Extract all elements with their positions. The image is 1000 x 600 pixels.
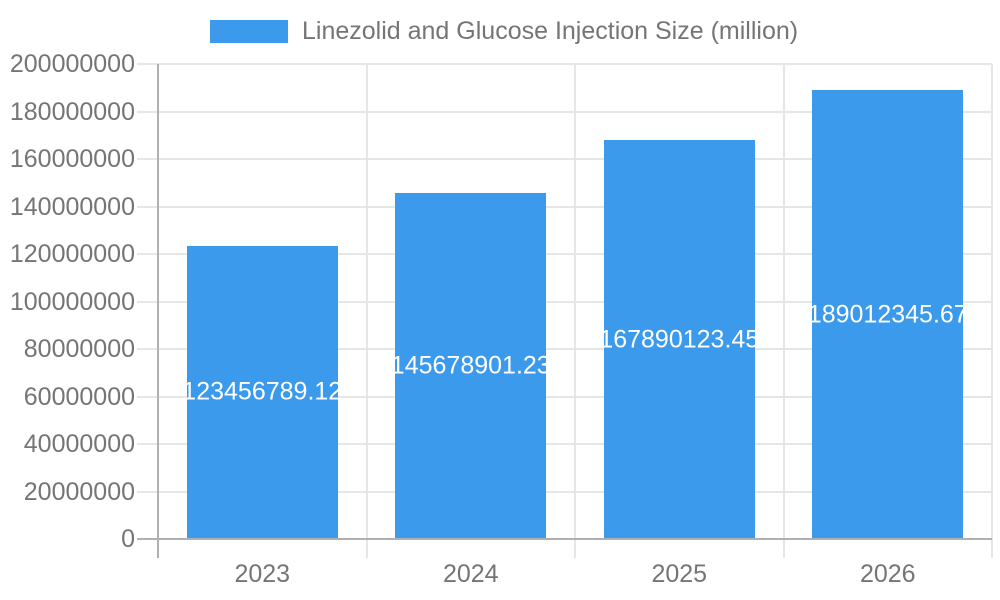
legend-swatch	[210, 20, 288, 43]
y-axis-tick-label: 140000000	[9, 192, 135, 221]
x-axis-tick-label: 2025	[651, 560, 708, 588]
y-axis-tick-label: 40000000	[23, 430, 135, 458]
h-gridline	[137, 158, 992, 160]
y-axis-tick-label: 200000000	[9, 50, 135, 78]
bar-2024[interactable]: 145678901.23	[391, 193, 551, 539]
v-gridline	[574, 64, 576, 558]
bar-value-label: 145678901.23	[390, 351, 551, 380]
bar-2026[interactable]: 189012345.67	[808, 90, 968, 539]
h-gridline	[137, 300, 992, 303]
h-gridline	[137, 395, 992, 398]
bar-value-label: 167890123.45	[599, 325, 760, 354]
bar-2023[interactable]: 123456789.12	[182, 245, 342, 539]
y-axis-line	[157, 64, 159, 558]
bar-value-label: 189012345.67	[807, 300, 968, 329]
y-axis-tick-label: 80000000	[23, 335, 135, 363]
x-axis-tick-label: 2026	[859, 560, 916, 588]
x-axis-tick-label: 2023	[234, 560, 291, 588]
y-axis-tick-label: 100000000	[9, 287, 135, 316]
bar-value-label: 123456789.12	[182, 377, 343, 406]
x-axis-line	[137, 538, 992, 540]
h-gridline	[137, 205, 992, 208]
x-axis-tick-label: 2024	[442, 560, 499, 588]
h-gridline	[137, 110, 992, 113]
v-gridline	[782, 64, 785, 558]
y-axis-tick-label: 20000000	[23, 477, 135, 506]
h-gridline	[137, 490, 992, 493]
y-axis-tick-label: 180000000	[9, 97, 135, 126]
legend[interactable]: Linezolid and Glucose Injection Size (mi…	[210, 17, 798, 46]
h-gridline	[137, 253, 992, 255]
h-gridline	[137, 63, 992, 65]
y-axis-tick-label: 0	[121, 525, 135, 553]
y-axis-tick-label: 60000000	[23, 382, 135, 411]
bar-2025[interactable]: 167890123.45	[599, 140, 759, 539]
h-gridline	[137, 443, 992, 445]
h-gridline	[137, 348, 992, 350]
y-axis-tick-label: 160000000	[9, 145, 135, 173]
legend-label: Linezolid and Glucose Injection Size (mi…	[302, 17, 799, 45]
v-gridline	[365, 64, 368, 558]
v-gridline	[991, 64, 993, 558]
y-axis-tick-label: 120000000	[9, 240, 135, 268]
